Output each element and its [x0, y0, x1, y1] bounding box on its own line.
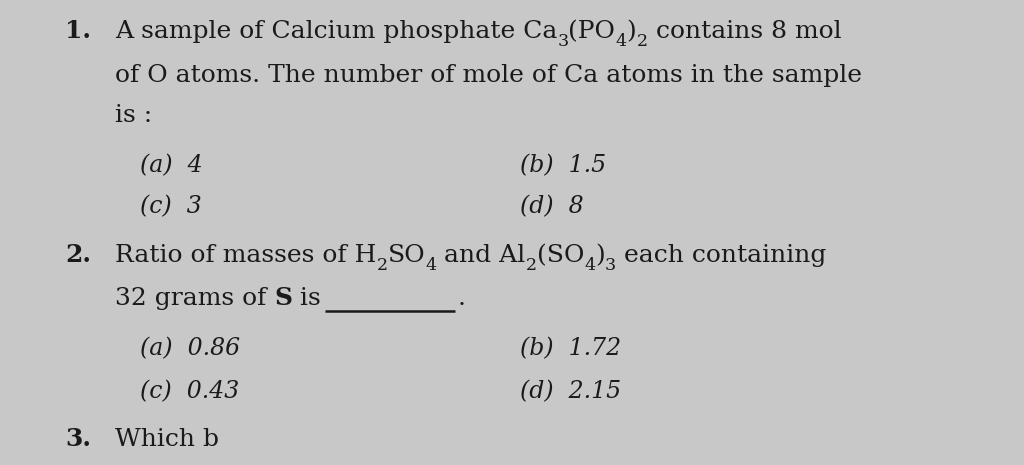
- Text: (SO: (SO: [537, 244, 584, 267]
- Text: and Al: and Al: [436, 244, 525, 267]
- Text: 3.: 3.: [65, 427, 91, 451]
- Text: S: S: [274, 286, 293, 310]
- Text: (a)  4: (a) 4: [140, 154, 203, 177]
- Text: of O atoms. The number of mole of Ca atoms in the sample: of O atoms. The number of mole of Ca ato…: [115, 64, 862, 87]
- Text: (b)  1.72: (b) 1.72: [520, 337, 622, 360]
- Text: (PO: (PO: [568, 20, 615, 43]
- Text: (a)  0.86: (a) 0.86: [140, 337, 240, 360]
- Text: (c)  0.43: (c) 0.43: [140, 380, 240, 403]
- Text: is :: is :: [115, 104, 153, 127]
- Text: 2: 2: [377, 257, 387, 274]
- Text: 2: 2: [636, 33, 647, 50]
- Text: 2: 2: [525, 257, 537, 274]
- Text: (c)  3: (c) 3: [140, 195, 202, 218]
- Text: contains 8 mol: contains 8 mol: [647, 20, 841, 43]
- Text: 4: 4: [425, 257, 436, 274]
- Text: ): ): [627, 20, 636, 43]
- Text: SO: SO: [387, 244, 425, 267]
- Text: ): ): [595, 244, 605, 267]
- Text: 4: 4: [584, 257, 595, 274]
- Text: (b)  1.5: (b) 1.5: [520, 154, 606, 177]
- Text: 1.: 1.: [65, 19, 91, 43]
- Text: (d)  8: (d) 8: [520, 195, 584, 218]
- Text: 4: 4: [615, 33, 627, 50]
- Text: 2.: 2.: [65, 243, 91, 267]
- Text: is: is: [293, 287, 322, 310]
- Text: each containing: each containing: [616, 244, 826, 267]
- Text: Which b: Which b: [115, 428, 219, 451]
- Text: A sample of Calcium phosphate Ca: A sample of Calcium phosphate Ca: [115, 20, 557, 43]
- Text: 3: 3: [605, 257, 616, 274]
- Text: (d)  2.15: (d) 2.15: [520, 380, 622, 403]
- Text: 32 grams of: 32 grams of: [115, 287, 274, 310]
- Text: Ratio of masses of H: Ratio of masses of H: [115, 244, 377, 267]
- Text: .: .: [458, 287, 466, 310]
- Text: 3: 3: [557, 33, 568, 50]
